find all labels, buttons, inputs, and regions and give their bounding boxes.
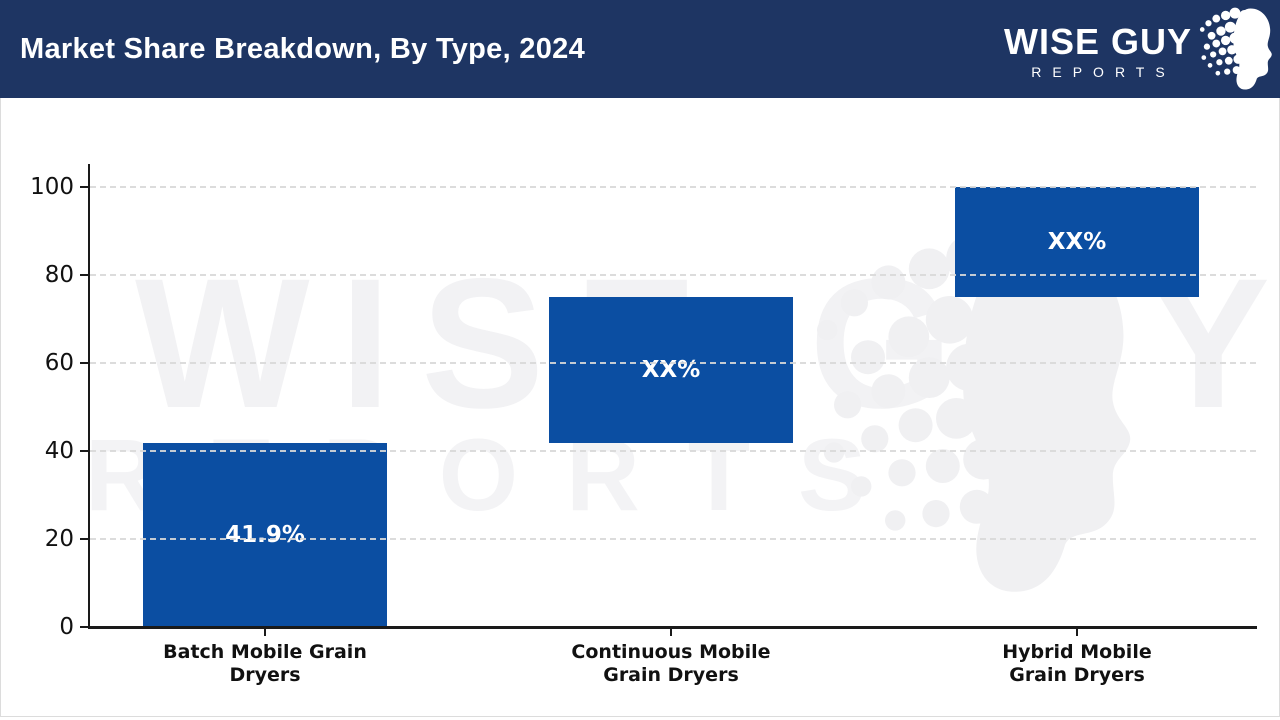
y-tick-mark: [80, 362, 89, 364]
y-tick-label: 80: [44, 262, 74, 288]
gridline: [90, 274, 1256, 276]
y-tick-mark: [80, 450, 89, 452]
y-tick-mark: [80, 626, 89, 628]
logo-wiseguy-text: WISE GUY: [1003, 21, 1192, 62]
y-tick-label: 20: [44, 526, 74, 552]
y-tick-mark: [80, 186, 89, 188]
x-category-label: Batch Mobile Grain Dryers: [125, 641, 405, 687]
x-tick-mark: [1076, 629, 1078, 636]
y-tick-label: 60: [44, 350, 74, 376]
header-bar: Market Share Breakdown, By Type, 2024 WI…: [0, 0, 1280, 98]
x-category-label: Continuous Mobile Grain Dryers: [531, 641, 811, 687]
bar-segment: XX%: [549, 297, 793, 443]
bar-segment: 41.9%: [143, 442, 387, 627]
gridline: [90, 362, 1256, 364]
bar-value-label: XX%: [641, 356, 701, 383]
x-category-label-line: Dryers: [229, 664, 301, 686]
gridline: [90, 450, 1256, 452]
x-tick-mark: [264, 629, 266, 636]
chart-title: Market Share Breakdown, By Type, 2024: [20, 32, 586, 65]
y-axis-line: [88, 164, 90, 628]
gridline: [90, 538, 1256, 540]
y-tick-label: 100: [30, 174, 74, 200]
wiseguy-logo: WISE GUY REPORTS: [1003, 21, 1192, 81]
x-category-label-line: Continuous Mobile: [571, 641, 771, 663]
x-tick-mark: [670, 629, 672, 636]
x-category-label-line: Grain Dryers: [1009, 664, 1145, 686]
x-category-label-line: Grain Dryers: [603, 664, 739, 686]
y-tick-label: 40: [44, 438, 74, 464]
bar-value-label: XX%: [1047, 229, 1107, 255]
logo-face-dots-icon: [1196, 6, 1274, 92]
x-category-label-line: Batch Mobile Grain: [163, 641, 367, 663]
y-tick-mark: [80, 274, 89, 276]
x-axis-line: [88, 626, 1257, 629]
x-category-label-line: Hybrid Mobile: [1002, 641, 1152, 663]
bar-segment: XX%: [955, 187, 1199, 297]
logo-reports-text: REPORTS: [1031, 64, 1176, 80]
gridline: [90, 186, 1256, 188]
y-tick-label: 0: [59, 614, 74, 640]
x-category-label: Hybrid Mobile Grain Dryers: [937, 641, 1217, 687]
bar-value-label: 41.9%: [225, 521, 305, 548]
y-tick-mark: [80, 538, 89, 540]
